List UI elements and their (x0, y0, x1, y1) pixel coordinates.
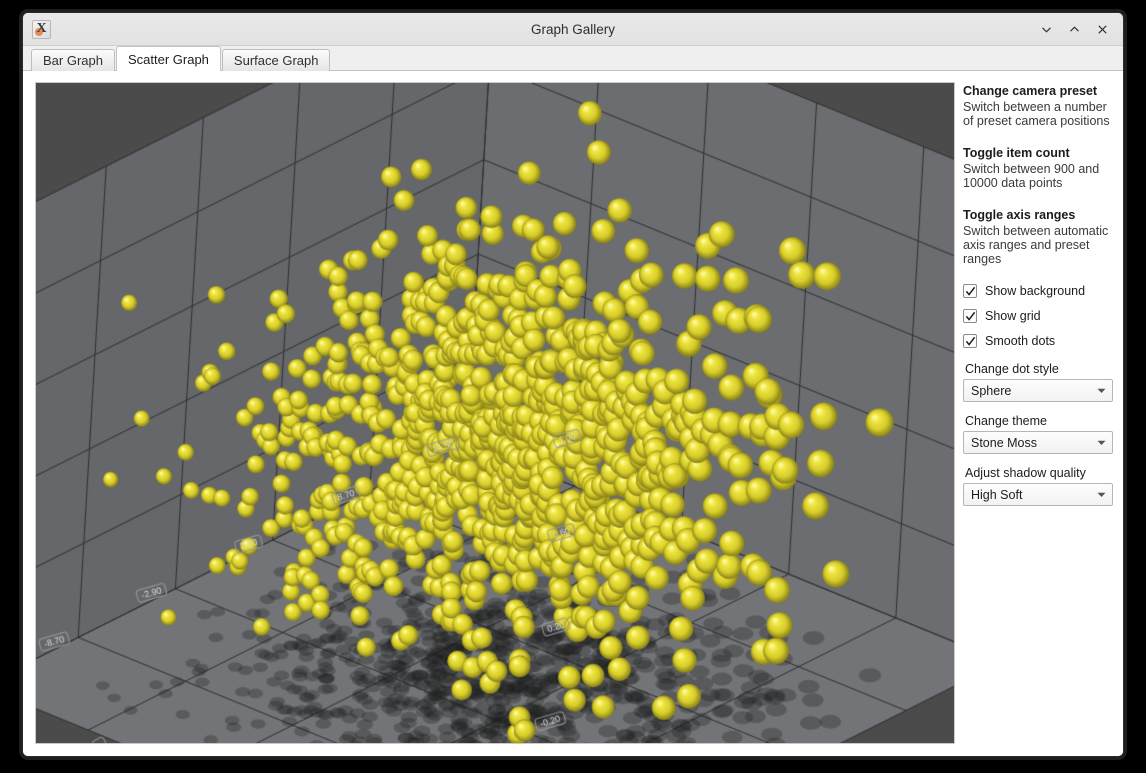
title-bar: X Graph Gallery (23, 13, 1123, 46)
chevron-down-icon (1095, 440, 1107, 446)
tab-label: Scatter Graph (127, 51, 209, 67)
checkmark-icon (963, 334, 977, 348)
button-description: Switch between a number of preset camera… (963, 100, 1110, 128)
scatter-graph-viewport[interactable] (35, 82, 955, 744)
close-button[interactable] (1089, 17, 1115, 41)
show-grid-checkbox[interactable]: Show grid (963, 309, 1113, 323)
button-title: Toggle item count (963, 146, 1070, 160)
checkbox-label: Smooth dots (985, 334, 1056, 348)
tab-surface-graph[interactable]: Surface Graph (221, 49, 331, 71)
tab-scatter-graph[interactable]: Scatter Graph (115, 46, 221, 71)
checkbox-label: Show grid (985, 309, 1041, 323)
tab-content: Change camera preset Switch between a nu… (23, 71, 1123, 756)
window-controls (1033, 17, 1123, 41)
shadow-quality-select[interactable]: High Soft (963, 483, 1113, 506)
smooth-dots-checkbox[interactable]: Smooth dots (963, 334, 1113, 348)
dot-style-select[interactable]: Sphere (963, 379, 1113, 402)
dot-style-value: Sphere (971, 383, 1012, 398)
tab-label: Bar Graph (43, 53, 103, 68)
shadow-quality-label: Adjust shadow quality (965, 466, 1086, 480)
theme-label: Change theme (965, 414, 1048, 428)
button-title: Change camera preset (963, 84, 1098, 98)
checkbox-label: Show background (985, 284, 1086, 298)
tab-label: Surface Graph (233, 53, 319, 68)
scatter-graph-canvas[interactable] (36, 83, 954, 743)
window-title: Graph Gallery (530, 21, 616, 37)
shadow-quality-value: High Soft (971, 487, 1023, 502)
chevron-down-icon (1095, 492, 1107, 498)
chevron-down-icon (1095, 388, 1107, 394)
button-description: Switch between automatic axis ranges and… (963, 224, 1109, 266)
checkmark-icon (963, 284, 977, 298)
app-window: X Graph Gallery Bar Graph Scatter Graph … (22, 12, 1124, 757)
tab-bar: Bar Graph Scatter Graph Surface Graph (23, 46, 1123, 71)
checkmark-icon (963, 309, 977, 323)
button-title: Toggle axis ranges (963, 208, 1076, 222)
tab-bar-graph[interactable]: Bar Graph (31, 49, 115, 71)
toggle-axis-ranges-button[interactable]: Toggle axis ranges Switch between automa… (963, 208, 1113, 266)
minimize-button[interactable] (1033, 17, 1059, 41)
button-description: Switch between 900 and 10000 data points (963, 162, 1100, 190)
dot-style-label: Change dot style (965, 362, 1059, 376)
show-background-checkbox[interactable]: Show background (963, 284, 1113, 298)
theme-select[interactable]: Stone Moss (963, 431, 1113, 454)
maximize-button[interactable] (1061, 17, 1087, 41)
toggle-item-count-button[interactable]: Toggle item count Switch between 900 and… (963, 146, 1113, 190)
theme-value: Stone Moss (971, 435, 1038, 450)
x-logo-icon: X (32, 19, 51, 39)
change-camera-preset-button[interactable]: Change camera preset Switch between a nu… (963, 84, 1113, 128)
control-panel: Change camera preset Switch between a nu… (955, 71, 1123, 756)
